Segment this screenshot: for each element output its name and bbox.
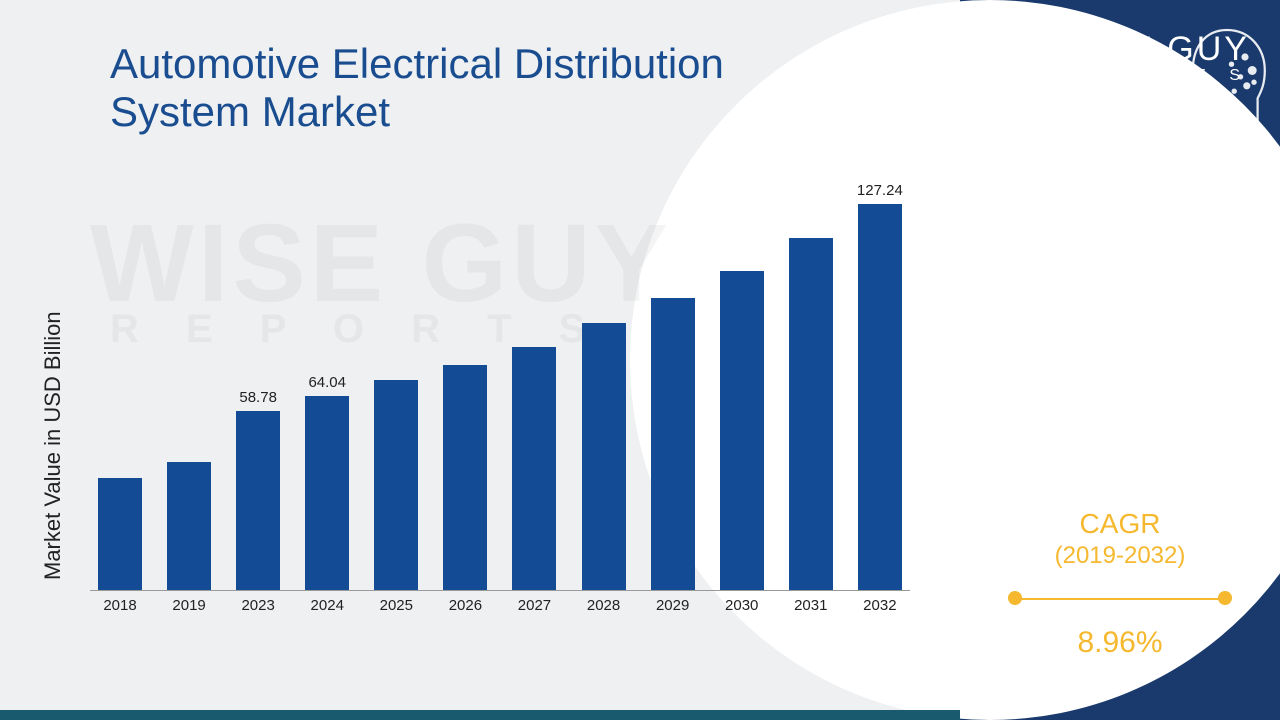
page-title: Automotive Electrical Distribution Syste…	[110, 40, 870, 137]
bar-wrap	[435, 343, 495, 590]
x-tick-label: 2025	[366, 591, 426, 620]
bar	[789, 238, 833, 590]
bar	[443, 365, 487, 590]
x-tick-label: 2027	[504, 591, 564, 620]
cagr-divider	[1010, 588, 1230, 608]
x-tick-label: 2029	[643, 591, 703, 620]
logo-line2: R E P O R T S	[1017, 67, 1250, 85]
cagr-range: (2019-2032)	[1000, 542, 1240, 570]
bar-wrap	[643, 276, 703, 590]
x-tick-label: 2030	[712, 591, 772, 620]
x-tick-label: 2031	[781, 591, 841, 620]
cagr-value: 8.96%	[1000, 626, 1240, 660]
bar-wrap	[712, 249, 772, 590]
bar-wrap	[574, 301, 634, 590]
bar	[374, 380, 418, 590]
bar-wrap	[781, 216, 841, 590]
bar	[305, 396, 349, 590]
bar-wrap	[90, 456, 150, 590]
x-tick-label: 2023	[228, 591, 288, 620]
bar	[858, 204, 902, 590]
x-tick-label: 2024	[297, 591, 357, 620]
bars-container: 58.78 64.04 127.24	[90, 180, 910, 590]
x-tick-label: 2028	[574, 591, 634, 620]
cagr-label: CAGR	[1000, 508, 1240, 540]
brand-logo: WISE GUY R E P O R T S	[1017, 30, 1250, 85]
bar-value-label: 58.78	[239, 389, 277, 407]
bar	[720, 271, 764, 590]
bar	[512, 347, 556, 590]
bar-wrap	[366, 358, 426, 590]
x-tick-label: 2032	[850, 591, 910, 620]
divider-dot-left	[1008, 591, 1022, 605]
bar	[236, 411, 280, 590]
bar	[651, 298, 695, 590]
x-tick-label: 2026	[435, 591, 495, 620]
bar	[98, 478, 142, 590]
cagr-box: CAGR (2019-2032) 8.96%	[1000, 508, 1240, 660]
bottom-accent-bar	[0, 710, 960, 720]
bar-wrap: 58.78	[228, 389, 288, 590]
logo-line1: WISE GUY	[1017, 30, 1250, 69]
divider-dot-right	[1218, 591, 1232, 605]
bar-wrap	[504, 325, 564, 590]
y-axis-label: Market Value in USD Billion	[40, 311, 66, 580]
bar-wrap: 127.24	[850, 182, 910, 590]
bar	[582, 323, 626, 590]
x-axis: 2018 2019 2023 2024 2025 2026 2027 2028 2029 2030…	[90, 590, 910, 620]
bar-value-label: 127.24	[857, 182, 903, 200]
bar-wrap: 64.04	[297, 374, 357, 590]
bar-chart: 58.78 64.04 127.24 2018 2019 2023 2024 2025 202…	[90, 180, 910, 620]
x-tick-label: 2019	[159, 591, 219, 620]
bar-wrap	[159, 440, 219, 590]
x-tick-label: 2018	[90, 591, 150, 620]
bar-value-label: 64.04	[308, 374, 346, 392]
bar	[167, 462, 211, 590]
